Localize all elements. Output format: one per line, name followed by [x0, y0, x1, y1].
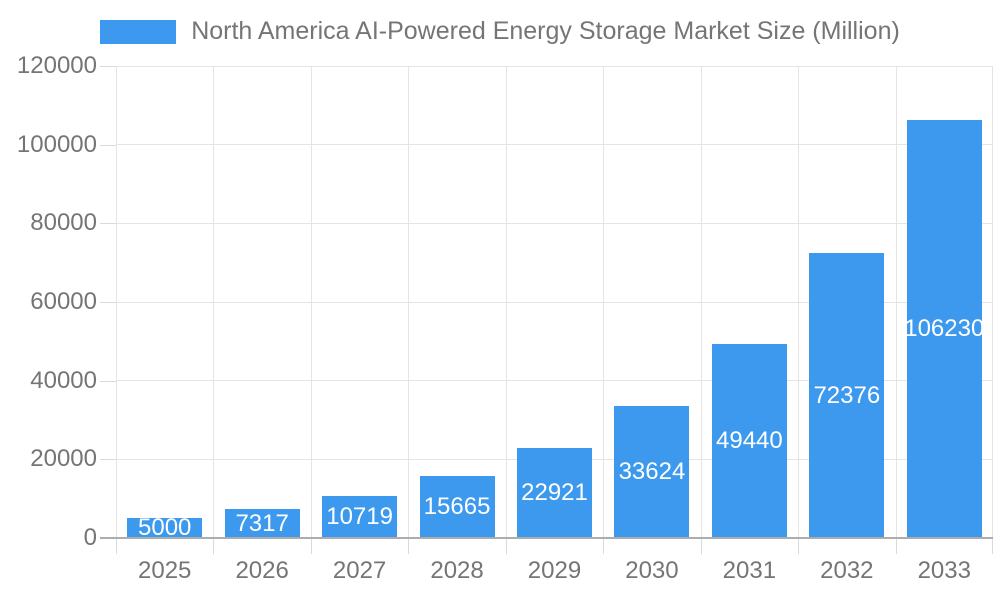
x-axis-tick	[603, 538, 605, 554]
y-axis-tick-label: 40000	[30, 366, 97, 394]
y-axis-tick-label: 80000	[30, 209, 97, 237]
plot-area: 5000 7317 10719 15665 22921 33624 49440 72376 10…	[116, 65, 993, 538]
x-axis-tick	[992, 538, 993, 554]
gridline-vertical	[992, 66, 993, 538]
bar-value-label: 15665	[423, 493, 491, 521]
gridline-vertical	[505, 66, 507, 538]
x-axis-tick	[116, 538, 117, 554]
y-axis-tick-label: 0	[83, 524, 97, 551]
gridline-vertical	[116, 66, 117, 538]
x-axis-tick-label: 2032	[820, 557, 874, 584]
y-axis-tick-label: 120000	[16, 52, 97, 79]
gridline-horizontal	[116, 65, 993, 67]
legend: North America AI-Powered Energy Storage …	[0, 17, 1000, 46]
x-axis-tick-label: 2029	[527, 557, 582, 584]
bar-value-label: 10719	[326, 502, 393, 530]
bar-value-label: 22921	[521, 478, 588, 506]
x-axis-tick-label: 2031	[722, 557, 777, 584]
bar: 22921	[517, 447, 592, 538]
gridline-vertical	[798, 66, 800, 538]
y-axis-tick	[100, 302, 116, 303]
y-axis-tick-label: 60000	[30, 288, 97, 315]
x-axis-tick	[408, 538, 410, 554]
bar: 49440	[711, 343, 787, 538]
bar-value-label: 49440	[716, 426, 783, 454]
x-axis-tick-label: 2026	[235, 557, 289, 584]
gridline-vertical	[700, 66, 702, 538]
x-axis-line	[100, 537, 993, 539]
bar: 7317	[224, 509, 300, 538]
gridline-horizontal	[116, 222, 993, 224]
x-axis-tick	[310, 538, 312, 554]
y-axis-tick	[100, 66, 116, 67]
legend-swatch	[100, 19, 177, 44]
x-axis-tick	[700, 538, 702, 554]
gridline-vertical	[895, 66, 897, 538]
x-axis-tick-label: 2030	[625, 557, 679, 584]
bar-value-label: 72376	[813, 381, 881, 409]
gridline-horizontal	[116, 301, 993, 303]
y-axis-tick	[100, 144, 116, 146]
bar: 33624	[614, 405, 690, 538]
bar-value-label: 106230	[906, 315, 982, 343]
x-axis-tick	[798, 538, 800, 554]
gridline-vertical	[408, 66, 410, 538]
y-axis-tick	[100, 223, 116, 225]
bar: 5000	[127, 518, 203, 538]
bar: 10719	[322, 495, 398, 538]
x-axis-tick-label: 2033	[917, 557, 971, 584]
bar-value-label: 7317	[235, 509, 289, 537]
gridline-horizontal	[116, 144, 993, 146]
bar: 106230	[906, 120, 982, 538]
bar: 72376	[809, 253, 885, 538]
gridline-vertical	[310, 66, 312, 538]
bar: 15665	[419, 476, 495, 538]
y-axis-tick-label: 100000	[16, 130, 97, 158]
y-axis-tick-label: 20000	[30, 445, 97, 473]
gridline-vertical	[603, 66, 605, 538]
y-axis-tick	[100, 380, 116, 382]
gridline-horizontal	[116, 380, 993, 382]
legend-label: North America AI-Powered Energy Storage …	[191, 17, 900, 45]
bar-value-label: 5000	[138, 518, 192, 538]
x-axis-tick	[213, 538, 215, 554]
bar-value-label: 33624	[618, 457, 686, 485]
x-axis-tick-label: 2027	[332, 557, 387, 584]
gridline-vertical	[213, 66, 215, 538]
x-axis-tick-label: 2025	[138, 557, 192, 584]
x-axis-tick-label: 2028	[430, 557, 484, 584]
x-axis-tick	[505, 538, 507, 554]
y-axis-tick	[100, 459, 116, 461]
x-axis-tick	[895, 538, 897, 554]
